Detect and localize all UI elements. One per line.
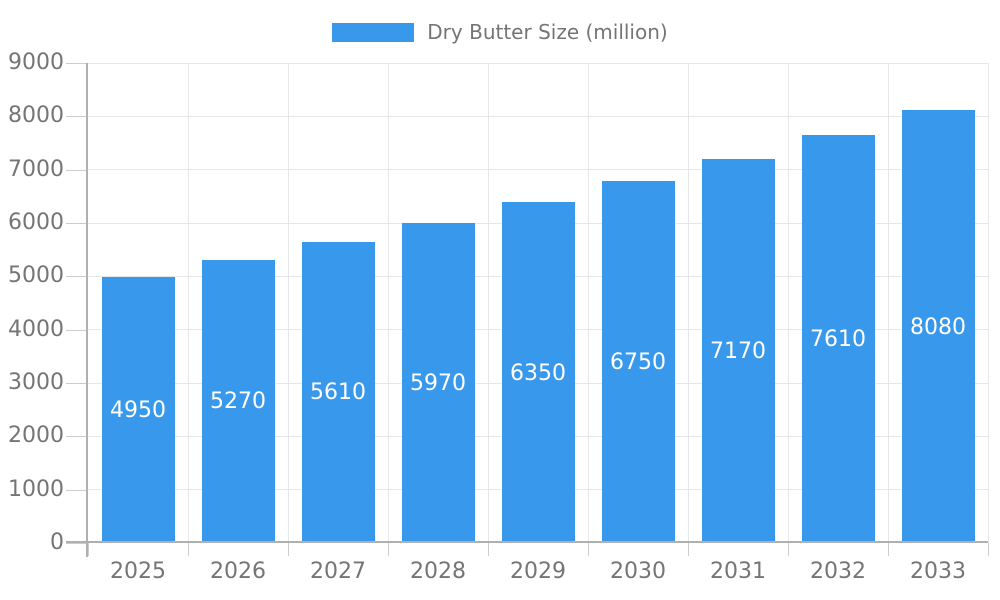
x-gridline [487,63,489,543]
y-tick-label: 5000 [8,263,64,289]
bar-value-label: 6750 [610,350,666,375]
x-tick-mark [588,543,589,556]
y-tick-label: 4000 [8,316,64,342]
bar [201,259,275,541]
x-axis-line [66,541,988,543]
bar [101,277,175,541]
y-tick-label: 2000 [8,423,64,449]
x-tick-label: 2027 [310,559,366,584]
bar-value-label: 8080 [910,314,966,340]
y-tick-mark [66,116,88,118]
y-tick-mark [66,276,88,278]
bar-value-label: 7610 [810,327,866,353]
x-tick-label: 2025 [110,559,166,584]
x-gridline [287,63,289,543]
y-tick-mark [66,169,88,171]
x-tick-mark [88,543,89,556]
y-tick-mark [66,63,88,64]
x-gridline [687,63,689,543]
y-tick-mark [66,223,88,224]
x-tick-label: 2033 [910,559,966,584]
x-gridline [187,63,189,543]
y-tick-label: 1000 [8,476,64,502]
x-gridline [587,63,589,543]
x-tick-mark [288,543,289,556]
y-tick-label: 3000 [8,370,64,395]
bar [601,181,675,541]
bar [901,110,975,541]
x-tick-label: 2026 [210,559,266,584]
x-tick-label: 2028 [410,559,466,584]
bar [801,135,875,541]
x-tick-label: 2030 [610,559,666,584]
y-tick-mark [66,383,88,384]
bar-value-label: 4950 [110,398,166,423]
x-tick-mark [988,543,989,556]
x-gridline [987,63,989,543]
legend: Dry Butter Size (million) [0,20,1000,44]
x-tick-mark [188,543,189,556]
y-tick-mark [66,489,88,491]
x-gridline [887,63,889,543]
x-tick-mark [488,543,489,556]
y-tick-label: 9000 [8,50,64,75]
y-tick-label: 0 [50,530,64,555]
x-gridline [787,63,789,543]
x-tick-label: 2029 [510,559,566,584]
y-axis-line [86,63,88,557]
x-tick-label: 2031 [710,559,766,584]
bar-value-label: 6350 [510,360,566,386]
y-tick-label: 6000 [8,210,64,235]
x-tick-mark [388,543,389,556]
x-tick-mark [688,543,689,556]
bar [301,241,375,541]
bar [701,158,775,541]
x-tick-mark [888,543,889,556]
bar [501,202,575,541]
bar-value-label: 5610 [310,380,366,406]
y-gridline [88,62,988,64]
x-tick-mark [788,543,789,556]
y-gridline [88,115,988,117]
y-tick-mark [66,543,88,544]
y-tick-mark [66,436,88,438]
x-gridline [387,63,389,543]
legend-label: Dry Butter Size (million) [427,20,668,44]
bar-value-label: 5970 [410,370,466,396]
bar-value-label: 7170 [710,338,766,364]
y-tick-mark [66,329,88,331]
bar [401,222,475,541]
y-gridline [88,169,988,171]
legend-swatch [332,22,415,42]
plot-area: 4950 5270 5610 5970 6350 6750 7170 7610 8080 [66,62,989,557]
y-tick-label: 8000 [8,103,64,129]
x-tick-label: 2032 [810,559,866,584]
bar-value-label: 5270 [210,389,266,415]
y-tick-label: 7000 [8,156,64,182]
